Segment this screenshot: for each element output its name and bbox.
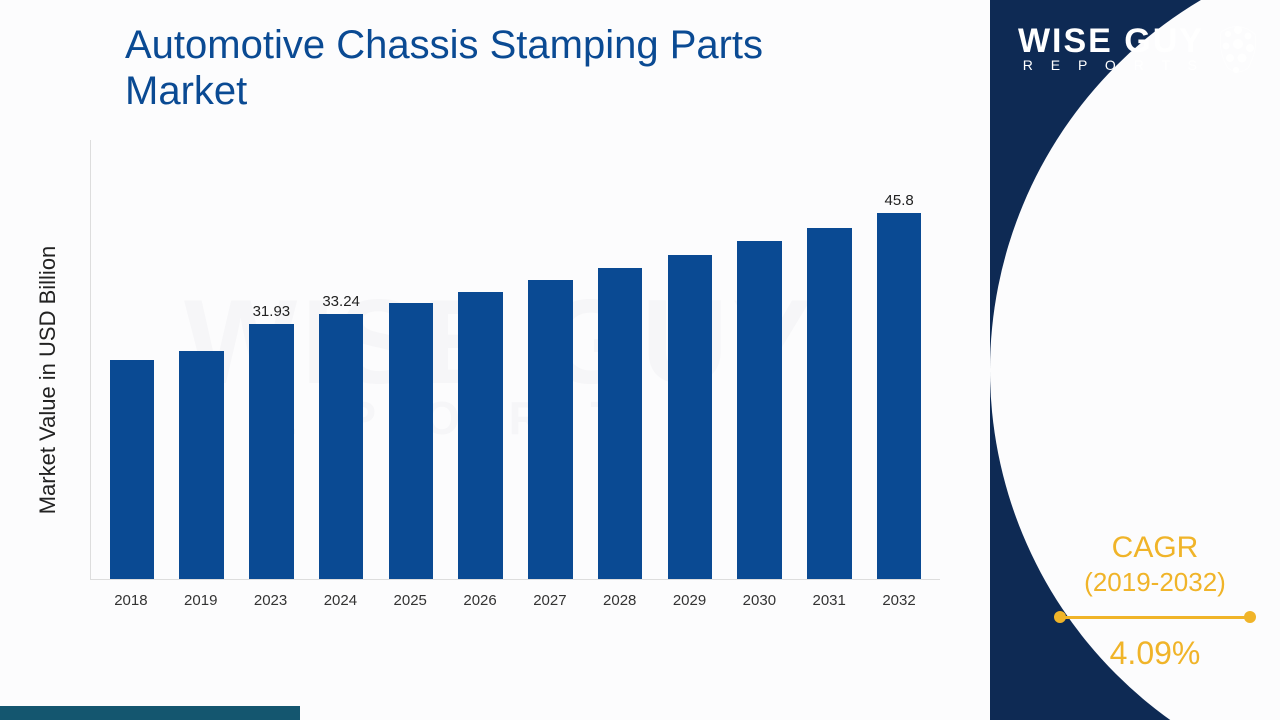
bar-slot [725, 140, 795, 579]
bar-slot [376, 140, 446, 579]
bar-value-label: 31.93 [253, 303, 291, 320]
bar-rect [110, 360, 155, 580]
bar-slot: 33.24 [306, 140, 376, 579]
bar-rect [807, 228, 852, 579]
cagr-divider-line [1060, 616, 1250, 619]
x-tick-label: 2025 [375, 584, 445, 620]
bar-value-label: 45.8 [885, 192, 914, 209]
bar-rect [528, 280, 573, 579]
cagr-block: CAGR (2019-2032) 4.09% [1030, 531, 1280, 672]
logo: WISE GUY R E P O R T S [1018, 22, 1250, 75]
bar-slot [167, 140, 237, 579]
x-tick-label: 2019 [166, 584, 236, 620]
logo-main-text: WISE GUY [1018, 22, 1204, 61]
bar-slot [585, 140, 655, 579]
bar-slot: 31.93 [237, 140, 307, 579]
y-axis-label: Market Value in USD Billion [35, 246, 61, 515]
cagr-label: CAGR [1030, 531, 1280, 565]
logo-head-icon [1218, 22, 1258, 76]
bar-slot [516, 140, 586, 579]
bar-rect [458, 292, 503, 579]
bar-rect [179, 351, 224, 579]
chart-title: Automotive Chassis Stamping Parts Market [125, 22, 885, 114]
bottom-accent-bar [0, 706, 300, 720]
x-tick-label: 2028 [585, 584, 655, 620]
bar-rect [249, 324, 294, 579]
right-panel: WISE GUY R E P O R T S CAGR (2019-2032) … [990, 0, 1280, 720]
x-tick-label: 2030 [724, 584, 794, 620]
x-tick-label: 2027 [515, 584, 585, 620]
x-tick-label: 2029 [655, 584, 725, 620]
cagr-range: (2019-2032) [1030, 567, 1280, 598]
bars-container: 31.93 33.24 45.8 [91, 140, 940, 579]
bar-rect [319, 314, 364, 579]
x-axis-labels: 2018201920232024202520262027202820292030… [90, 584, 940, 620]
bar-slot [655, 140, 725, 579]
bar-slot [795, 140, 865, 579]
x-tick-label: 2026 [445, 584, 515, 620]
bar-rect [389, 303, 434, 579]
chart-area: Market Value in USD Billion 31.9333.2445… [40, 140, 940, 620]
bar-slot [446, 140, 516, 579]
bar-rect [877, 213, 922, 579]
x-tick-label: 2023 [236, 584, 306, 620]
bar-slot [97, 140, 167, 579]
bar-rect [737, 241, 782, 579]
bar-slot: 45.8 [864, 140, 934, 579]
logo-sub-text: R E P O R T S [1018, 57, 1204, 73]
x-tick-label: 2024 [305, 584, 375, 620]
plot-region: 31.93 33.24 45.8 [90, 140, 940, 580]
bar-rect [598, 268, 643, 579]
cagr-value: 4.09% [1030, 635, 1280, 672]
x-tick-label: 2018 [96, 584, 166, 620]
bar-value-label: 33.24 [322, 293, 360, 310]
x-tick-label: 2031 [794, 584, 864, 620]
bar-rect [668, 255, 713, 579]
x-tick-label: 2032 [864, 584, 934, 620]
page-root: WISE GUY R E P O R T S Automotive Chassi… [0, 0, 1280, 720]
